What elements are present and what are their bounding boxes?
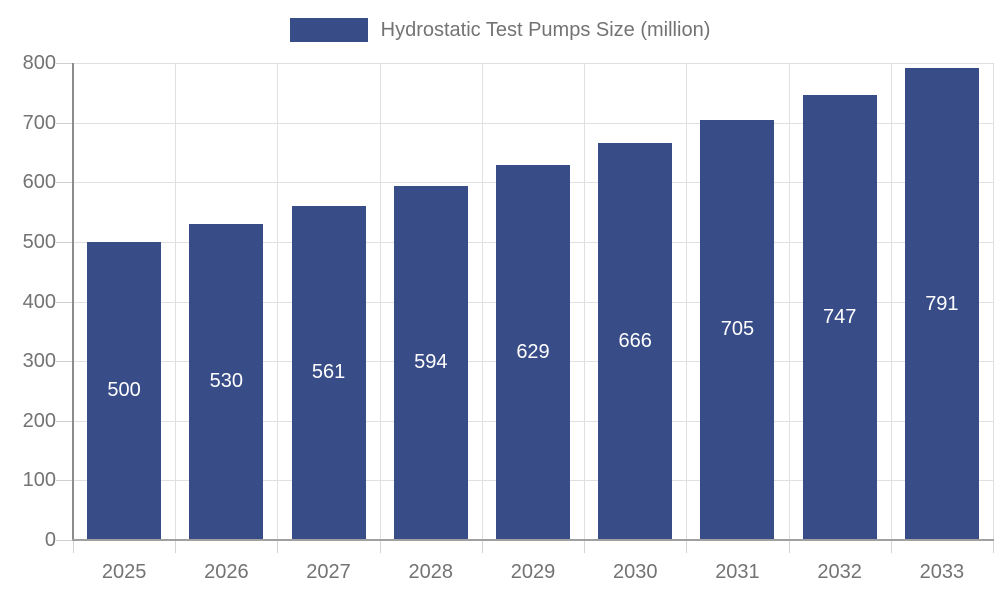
y-tick-mark — [56, 63, 72, 64]
y-tick-label: 400 — [22, 290, 56, 313]
y-tick-mark — [56, 122, 72, 124]
bar-value-label: 666 — [618, 329, 652, 352]
x-gridline — [379, 63, 381, 540]
y-tick-label: 300 — [22, 350, 56, 373]
y-gridline — [73, 63, 993, 64]
bar: 629 — [496, 164, 570, 540]
x-gridline — [277, 63, 279, 540]
x-tick-label: 2032 — [817, 561, 862, 583]
legend-swatch — [289, 18, 368, 42]
x-axis-line — [72, 539, 994, 541]
x-tick-mark — [890, 540, 892, 553]
bar-value-label: 705 — [720, 318, 755, 341]
x-tick-label: 2033 — [919, 561, 965, 583]
bar: 705 — [700, 119, 775, 540]
x-gridline — [481, 63, 483, 540]
bar: 791 — [904, 68, 979, 540]
bar-value-label: 500 — [107, 379, 141, 402]
x-tick-label: 2029 — [510, 561, 556, 583]
y-gridline — [73, 122, 993, 124]
bar-value-label: 530 — [209, 370, 244, 393]
bar-value-label: 747 — [822, 305, 857, 328]
y-tick-label: 100 — [22, 469, 56, 492]
legend-label: Hydrostatic Test Pumps Size (million) — [380, 18, 711, 41]
x-tick-label: 2031 — [715, 561, 760, 583]
x-tick-mark — [379, 540, 381, 553]
y-tick-label: 800 — [22, 52, 56, 74]
y-tick-mark — [56, 182, 72, 184]
x-tick-mark — [277, 540, 279, 553]
x-tick-label: 2028 — [408, 561, 454, 583]
x-tick-label: 2026 — [204, 561, 249, 583]
x-tick-label: 2025 — [101, 561, 147, 583]
y-tick-label: 600 — [22, 171, 56, 194]
bar-value-label: 629 — [516, 340, 550, 363]
y-axis-line — [72, 63, 74, 541]
y-tick-mark — [56, 540, 72, 541]
x-gridline — [890, 63, 892, 540]
x-tick-mark — [481, 540, 483, 553]
bar: 747 — [802, 94, 877, 540]
bar: 561 — [291, 205, 366, 540]
y-tick-label: 200 — [22, 409, 56, 432]
x-tick-mark — [73, 540, 74, 553]
y-tick-label: 0 — [44, 529, 56, 551]
y-tick-mark — [56, 480, 72, 482]
bar-value-label: 594 — [414, 351, 448, 374]
x-tick-mark — [788, 540, 790, 553]
bar: 500 — [87, 241, 162, 540]
x-tick-mark — [175, 540, 177, 553]
bar: 666 — [598, 142, 673, 540]
y-tick-label: 700 — [22, 111, 56, 134]
x-gridline — [993, 63, 994, 540]
y-tick-label: 500 — [22, 230, 56, 253]
x-gridline — [584, 63, 586, 540]
bar-value-label: 561 — [311, 361, 346, 384]
y-tick-mark — [56, 301, 72, 303]
y-tick-mark — [56, 241, 72, 243]
x-gridline — [788, 63, 790, 540]
x-tick-label: 2027 — [306, 561, 351, 583]
legend: Hydrostatic Test Pumps Size (million) — [0, 18, 1000, 42]
x-gridline — [175, 63, 177, 540]
y-tick-mark — [56, 420, 72, 422]
x-gridline — [686, 63, 688, 540]
x-tick-label: 2030 — [612, 561, 658, 583]
x-tick-mark — [584, 540, 586, 553]
x-tick-mark — [993, 540, 994, 553]
x-tick-mark — [686, 540, 688, 553]
y-tick-mark — [56, 361, 72, 363]
bar-value-label: 791 — [925, 292, 959, 315]
bar: 530 — [189, 223, 264, 540]
bar: 594 — [393, 185, 468, 540]
